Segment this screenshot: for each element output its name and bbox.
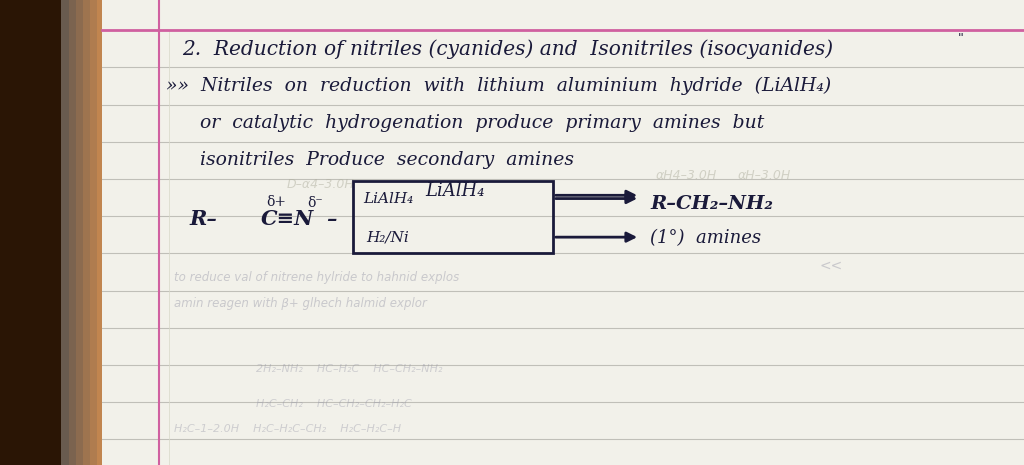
Text: (1°)  amines: (1°) amines: [650, 229, 762, 247]
Text: to reduce val of nitrene hylride to hahnid explos: to reduce val of nitrene hylride to hahn…: [174, 271, 460, 284]
Text: –: –: [326, 209, 336, 230]
Text: D–α4–3.0H: D–α4–3.0H: [287, 178, 354, 191]
Text: 2H₂–NH₂    HC–H₂C    HC–CH₂–NH₂: 2H₂–NH₂ HC–H₂C HC–CH₂–NH₂: [256, 364, 442, 374]
Text: δ⁻: δ⁻: [307, 196, 323, 210]
Bar: [76, 0, 83, 465]
Text: 2.  Reduction of nitriles (cyanides) and  Isonitriles (isocyanides): 2. Reduction of nitriles (cyanides) and …: [182, 39, 834, 59]
Bar: [83, 0, 90, 465]
Text: H₂/Ni: H₂/Ni: [367, 230, 410, 244]
Bar: [112, 0, 119, 465]
Bar: [69, 0, 76, 465]
Bar: [353, 181, 553, 253]
Text: amin reagen with β+ glhech halmid explor: amin reagen with β+ glhech halmid explor: [174, 297, 427, 310]
Text: isonitriles  Produce  secondary  amines: isonitriles Produce secondary amines: [200, 152, 573, 169]
Text: H₂C–CH₂    HC–CH₂–CH₂–H₂C: H₂C–CH₂ HC–CH₂–CH₂–H₂C: [256, 399, 412, 409]
Text: αH–3.0H: αH–3.0H: [737, 169, 791, 182]
Bar: [90, 0, 97, 465]
Text: LiAlH₄: LiAlH₄: [425, 182, 484, 199]
Bar: [61, 0, 69, 465]
Text: or  catalytic  hydrogenation  produce  primary  amines  but: or catalytic hydrogenation produce prima…: [200, 114, 764, 132]
Text: δ+: δ+: [266, 195, 287, 209]
Text: <<: <<: [819, 259, 843, 272]
Text: R–: R–: [189, 208, 217, 229]
Bar: [97, 0, 104, 465]
Text: »»  Nitriles  on  reduction  with  lithium  aluminium  hydride  (LiAlH₄): »» Nitriles on reduction with lithium al…: [166, 77, 831, 95]
Text: ": ": [957, 32, 964, 45]
Text: R–CH₂–NH₂: R–CH₂–NH₂: [650, 195, 773, 213]
Bar: [104, 0, 112, 465]
Text: H₂C–1–2.0H    H₂C–H₂C–CH₂    H₂C–H₂C–H: H₂C–1–2.0H H₂C–H₂C–CH₂ H₂C–H₂C–H: [174, 425, 401, 434]
Text: LiAlH₄: LiAlH₄: [364, 192, 414, 206]
Text: C≡N: C≡N: [261, 209, 314, 230]
Text: αH4–3.0H: αH4–3.0H: [655, 169, 717, 182]
Bar: [0, 0, 61, 465]
